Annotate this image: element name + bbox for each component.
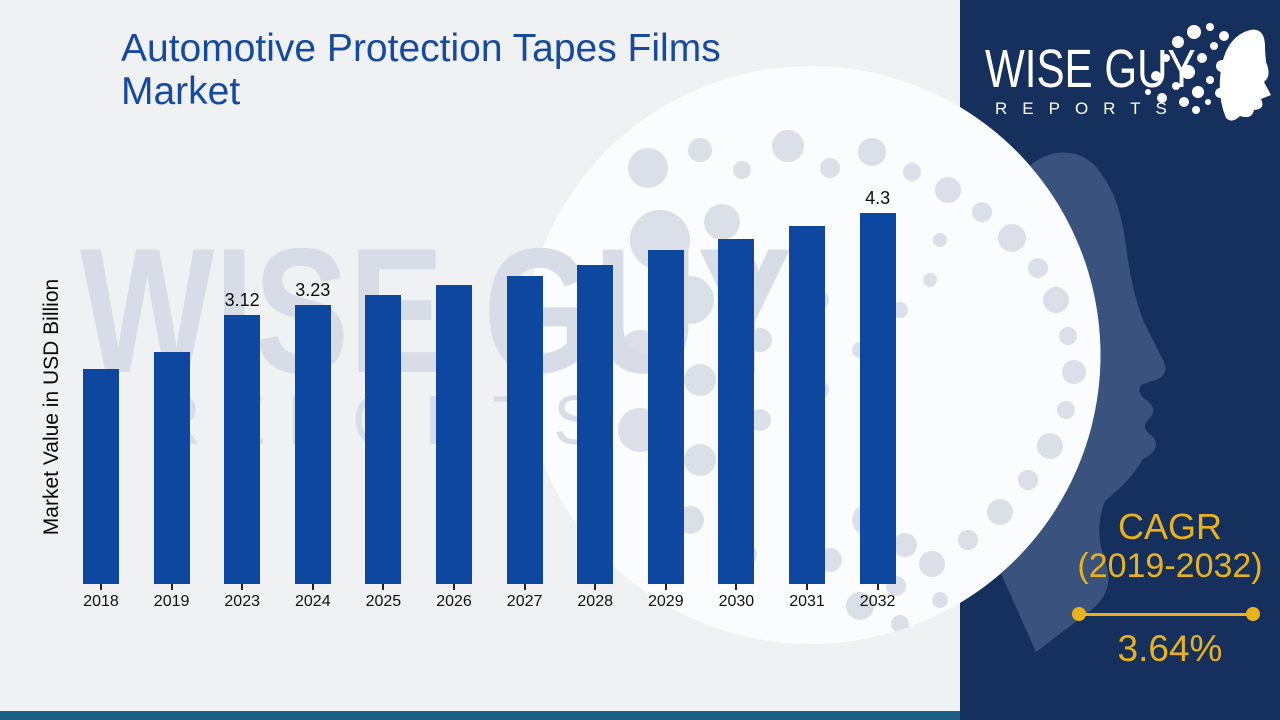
cagr-range: (2019-2032): [1077, 547, 1263, 585]
x-tick-2023: [241, 584, 244, 590]
bar-value-label-2024: 3.23: [295, 280, 331, 300]
x-label-2023: 2023: [224, 593, 260, 610]
bar-2024: [294, 305, 331, 584]
divider-dot-right: [1246, 607, 1260, 621]
logo: WISE GUY REPORTS: [985, 42, 1255, 119]
cagr-divider: [1072, 607, 1260, 621]
x-tick-2026: [453, 584, 455, 590]
x-tick-2032: [876, 584, 879, 590]
x-label-2031: 2031: [789, 593, 825, 610]
chart-title: Automotive Protection Tapes Films Market: [121, 27, 721, 113]
logo-name: WISE GUY: [985, 39, 1196, 99]
bar-2026: [436, 285, 472, 584]
bar-value-label-2032: 4.3: [865, 188, 891, 208]
logo-subtitle: REPORTS: [995, 99, 1182, 118]
x-tick-2028: [594, 584, 597, 590]
bar-2023: [224, 315, 261, 584]
divider-line: [1079, 613, 1253, 616]
bar-2025: [365, 295, 402, 584]
x-label-2026: 2026: [436, 593, 472, 610]
bar-2027: [506, 276, 543, 584]
x-label-2019: 2019: [153, 593, 190, 610]
bar-value-label-2023: 3.12: [224, 290, 260, 310]
bar-chart: 2018 2019 3.12 2023 3.23 2024 2025 2026 2027 2028…: [83, 188, 896, 610]
x-tick-2025: [382, 584, 385, 590]
x-label-2029: 2029: [648, 593, 684, 610]
logo-head-dots: [1145, 23, 1271, 121]
x-label-2018: 2018: [83, 593, 119, 610]
x-label-2028: 2028: [577, 593, 613, 610]
x-label-2024: 2024: [295, 593, 331, 610]
x-tick-2030: [735, 584, 738, 590]
bar-2030: [718, 239, 755, 584]
cagr-heading: CAGR: [1117, 506, 1222, 547]
cagr-value: 3.64%: [1117, 628, 1223, 669]
x-tick-2024: [311, 584, 314, 590]
x-tick-2029: [664, 584, 667, 590]
bar-2031: [789, 226, 825, 584]
x-tick-2031: [806, 584, 808, 590]
x-label-2032: 2032: [859, 593, 896, 610]
x-tick-2019: [170, 584, 173, 590]
bar-2019: [153, 352, 190, 584]
bar-2028: [577, 265, 614, 584]
cagr-block: CAGR (2019-2032) 3.64%: [1020, 500, 1280, 690]
footer-bar: [0, 711, 1280, 720]
x-label-2030: 2030: [718, 593, 755, 610]
x-label-2027: 2027: [506, 593, 543, 610]
x-label-2025: 2025: [365, 593, 402, 610]
bar-2018: [83, 369, 119, 584]
x-tick-2018: [100, 584, 102, 590]
x-tick-2027: [523, 584, 526, 590]
bar-2032: [859, 213, 896, 584]
bar-2029: [647, 250, 684, 584]
